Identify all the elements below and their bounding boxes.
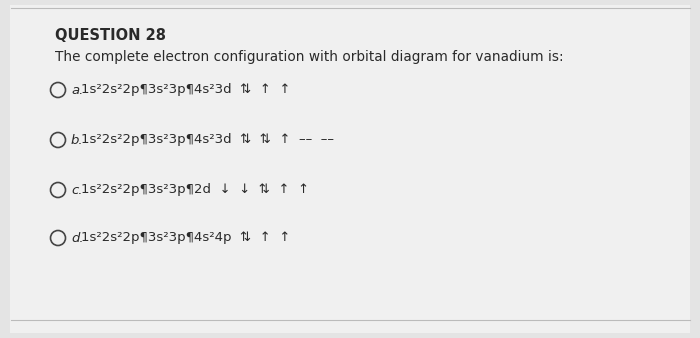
Text: b.: b. bbox=[71, 134, 83, 146]
Text: 1s²2s²2p¶3s²3p¶4s²4p  ⇅  ↑  ↑: 1s²2s²2p¶3s²3p¶4s²4p ⇅ ↑ ↑ bbox=[81, 232, 290, 244]
Text: 1s²2s²2p¶3s²3p¶4s²3d  ⇅  ↑  ↑: 1s²2s²2p¶3s²3p¶4s²3d ⇅ ↑ ↑ bbox=[81, 83, 290, 97]
Text: QUESTION 28: QUESTION 28 bbox=[55, 28, 166, 43]
Text: The complete electron configuration with orbital diagram for vanadium is:: The complete electron configuration with… bbox=[55, 50, 564, 64]
Text: 1s²2s²2p¶3s²3p¶4s²3d  ⇅  ⇅  ↑  ––  ––: 1s²2s²2p¶3s²3p¶4s²3d ⇅ ⇅ ↑ –– –– bbox=[81, 134, 334, 146]
FancyBboxPatch shape bbox=[10, 5, 690, 333]
Text: d.: d. bbox=[71, 232, 83, 244]
Text: c.: c. bbox=[71, 184, 83, 196]
Text: a.: a. bbox=[71, 83, 83, 97]
Text: 1s²2s²2p¶3s²3p¶2d  ↓  ↓  ⇅  ↑  ↑: 1s²2s²2p¶3s²3p¶2d ↓ ↓ ⇅ ↑ ↑ bbox=[81, 184, 309, 196]
